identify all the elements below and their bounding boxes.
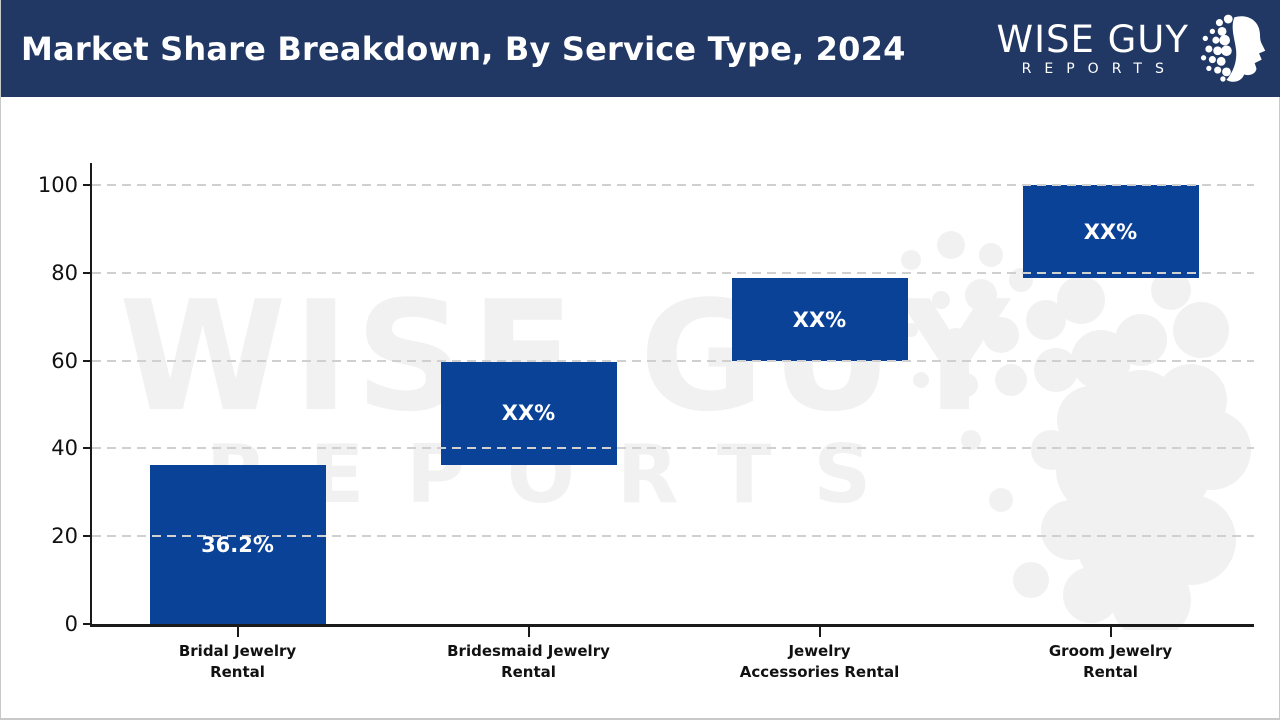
gridline (92, 447, 1254, 450)
logo-face-icon (1200, 14, 1266, 82)
gridline (92, 359, 1254, 362)
category-label: Bridesmaid Jewelry Rental (447, 642, 610, 681)
y-axis-tick-mark (83, 184, 92, 186)
plot-area: 0 20 40 60 80 100 36.2% Bridal Jewelry Rental XX… (38, 163, 1254, 681)
bar-value-label: XX% (501, 401, 556, 426)
y-axis-tick-label: 20 (51, 524, 78, 549)
y-axis-tick-mark (83, 271, 92, 274)
x-axis-tick-mark (527, 627, 530, 637)
y-axis-tick-mark (83, 623, 92, 625)
bar-value-label: 36.2% (201, 532, 274, 557)
bar-value-label: XX% (792, 307, 847, 332)
bar (1022, 185, 1199, 279)
category-label: Groom Jewelry Rental (1048, 642, 1173, 681)
y-axis-tick-mark (83, 359, 92, 362)
y-axis-tick-label: 0 (64, 612, 78, 636)
bar (149, 465, 326, 624)
logo-text: WISE GUY REPORTS (996, 18, 1189, 78)
wiseguy-logo: WISE GUY REPORTS (997, 11, 1267, 87)
logo-wordmark: WISE GUY (996, 18, 1189, 61)
category-label: Jewelry Accessories Rental (739, 642, 900, 681)
y-axis-tick-mark (83, 447, 92, 450)
x-axis-tick-mark (818, 627, 821, 637)
y-axis-tick-label: 100 (37, 173, 78, 197)
page-title: Market Share Breakdown, By Service Type,… (21, 29, 906, 68)
y-axis-tick-label: 40 (51, 436, 78, 461)
x-axis-tick-mark (1109, 627, 1112, 637)
logo-subtitle: REPORTS (1021, 61, 1177, 77)
bar-value-label: XX% (1083, 219, 1138, 244)
x-axis-tick-mark (236, 627, 239, 637)
header: Market Share Breakdown, By Service Type,… (1, 0, 1280, 97)
gridline (92, 271, 1254, 274)
watermark-face-icon (901, 231, 1251, 630)
category-label: Bridal Jewelry Rental (178, 642, 297, 681)
y-axis-tick-mark (83, 535, 92, 538)
y-axis-tick-label: 60 (51, 348, 78, 373)
gridline (92, 535, 1254, 538)
bar (731, 278, 908, 362)
gridline (92, 184, 1254, 186)
y-axis-tick-label: 80 (51, 260, 78, 285)
